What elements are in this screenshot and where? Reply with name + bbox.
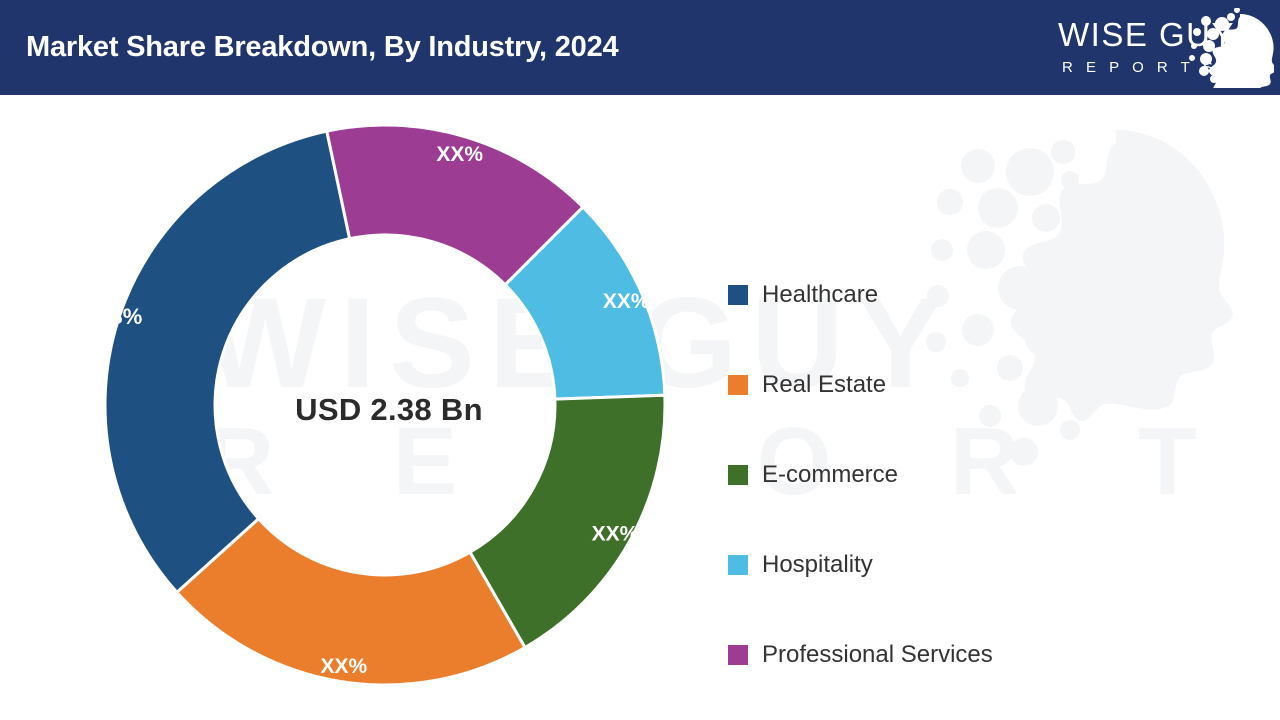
donut-slice[interactable] (103, 129, 352, 595)
donut-chart: 33.3% XX% XX% XX% XX% USD 2.38 Bn (80, 105, 700, 720)
donut-svg: 33.3% XX% XX% XX% XX% (80, 123, 667, 687)
legend-item-e-commerce[interactable]: E-commerce (728, 430, 1148, 520)
legend-item-label: Hospitality (762, 551, 873, 578)
legend-swatch-icon (728, 465, 748, 485)
chart-body: WISE GUY R E P O R T S (0, 95, 1280, 720)
legend-item-label: Professional Services (762, 641, 993, 668)
page-title: Market Share Breakdown, By Industry, 202… (26, 31, 619, 63)
legend-item-label: E-commerce (762, 461, 899, 488)
legend-swatch-icon (728, 285, 748, 305)
page-header: Market Share Breakdown, By Industry, 202… (0, 0, 1280, 95)
slice-percent-label: XX% (436, 143, 483, 166)
donut-slice-labels: 33.3% XX% XX% XX% XX% (80, 143, 650, 678)
logo-head-icon (1189, 8, 1274, 88)
legend-swatch-icon (728, 375, 748, 395)
legend-item-professional-services[interactable]: Professional Services (728, 610, 1148, 700)
slice-percent-label: XX% (592, 523, 639, 546)
legend-item-healthcare[interactable]: Healthcare (728, 250, 1148, 340)
legend-swatch-icon (728, 645, 748, 665)
donut-slice[interactable] (174, 516, 528, 687)
legend-item-label: Real Estate (762, 371, 887, 398)
donut-slice[interactable] (467, 393, 667, 650)
slice-percent-label: XX% (321, 655, 368, 678)
wise-guy-reports-logo: WISE GUY R E P O R T S (1058, 8, 1274, 88)
logo-line2: R E P O R T S (1062, 59, 1217, 76)
watermark-head-icon (926, 130, 1233, 466)
legend-item-real-estate[interactable]: Real Estate (728, 340, 1148, 430)
chart-legend: Healthcare Real Estate E-commerce Hospit… (728, 250, 1148, 700)
slice-percent-label: 33.3% (80, 304, 142, 329)
slice-percent-label: XX% (603, 290, 650, 313)
donut-slices (103, 123, 667, 687)
legend-item-hospitality[interactable]: Hospitality (728, 520, 1148, 610)
legend-item-label: Healthcare (762, 281, 879, 308)
legend-swatch-icon (728, 555, 748, 575)
